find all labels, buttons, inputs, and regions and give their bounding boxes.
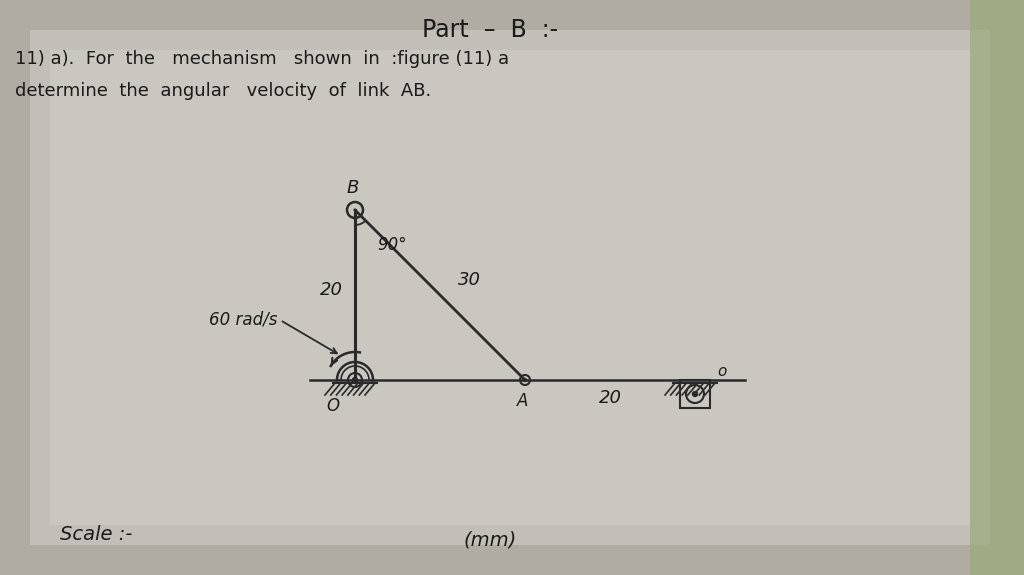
- Bar: [680, 380, 710, 408]
- Bar: [970, 0, 1024, 575]
- Text: O: O: [327, 397, 340, 415]
- Text: 20: 20: [319, 281, 343, 299]
- Text: determine  the  angular   velocity  of  link  AB.: determine the angular velocity of link A…: [15, 82, 431, 100]
- Circle shape: [692, 392, 697, 397]
- Text: 90°: 90°: [377, 236, 407, 254]
- Bar: [50, 50, 970, 525]
- Text: Scale :-: Scale :-: [60, 526, 132, 545]
- Text: A: A: [517, 392, 528, 410]
- Text: 60 rad/s: 60 rad/s: [209, 311, 278, 329]
- Text: B: B: [347, 179, 359, 197]
- Circle shape: [352, 378, 357, 382]
- Text: o: o: [717, 365, 726, 380]
- Text: Part  –  B  :-: Part – B :-: [422, 18, 558, 42]
- Bar: [30, 30, 990, 545]
- Text: (mm): (mm): [464, 531, 517, 550]
- Text: 30: 30: [458, 271, 481, 289]
- Text: 20: 20: [598, 389, 622, 407]
- Circle shape: [523, 378, 526, 381]
- Text: 11) a).  For  the   mechanism   shown  in  :figure (11) a: 11) a). For the mechanism shown in :figu…: [15, 50, 509, 68]
